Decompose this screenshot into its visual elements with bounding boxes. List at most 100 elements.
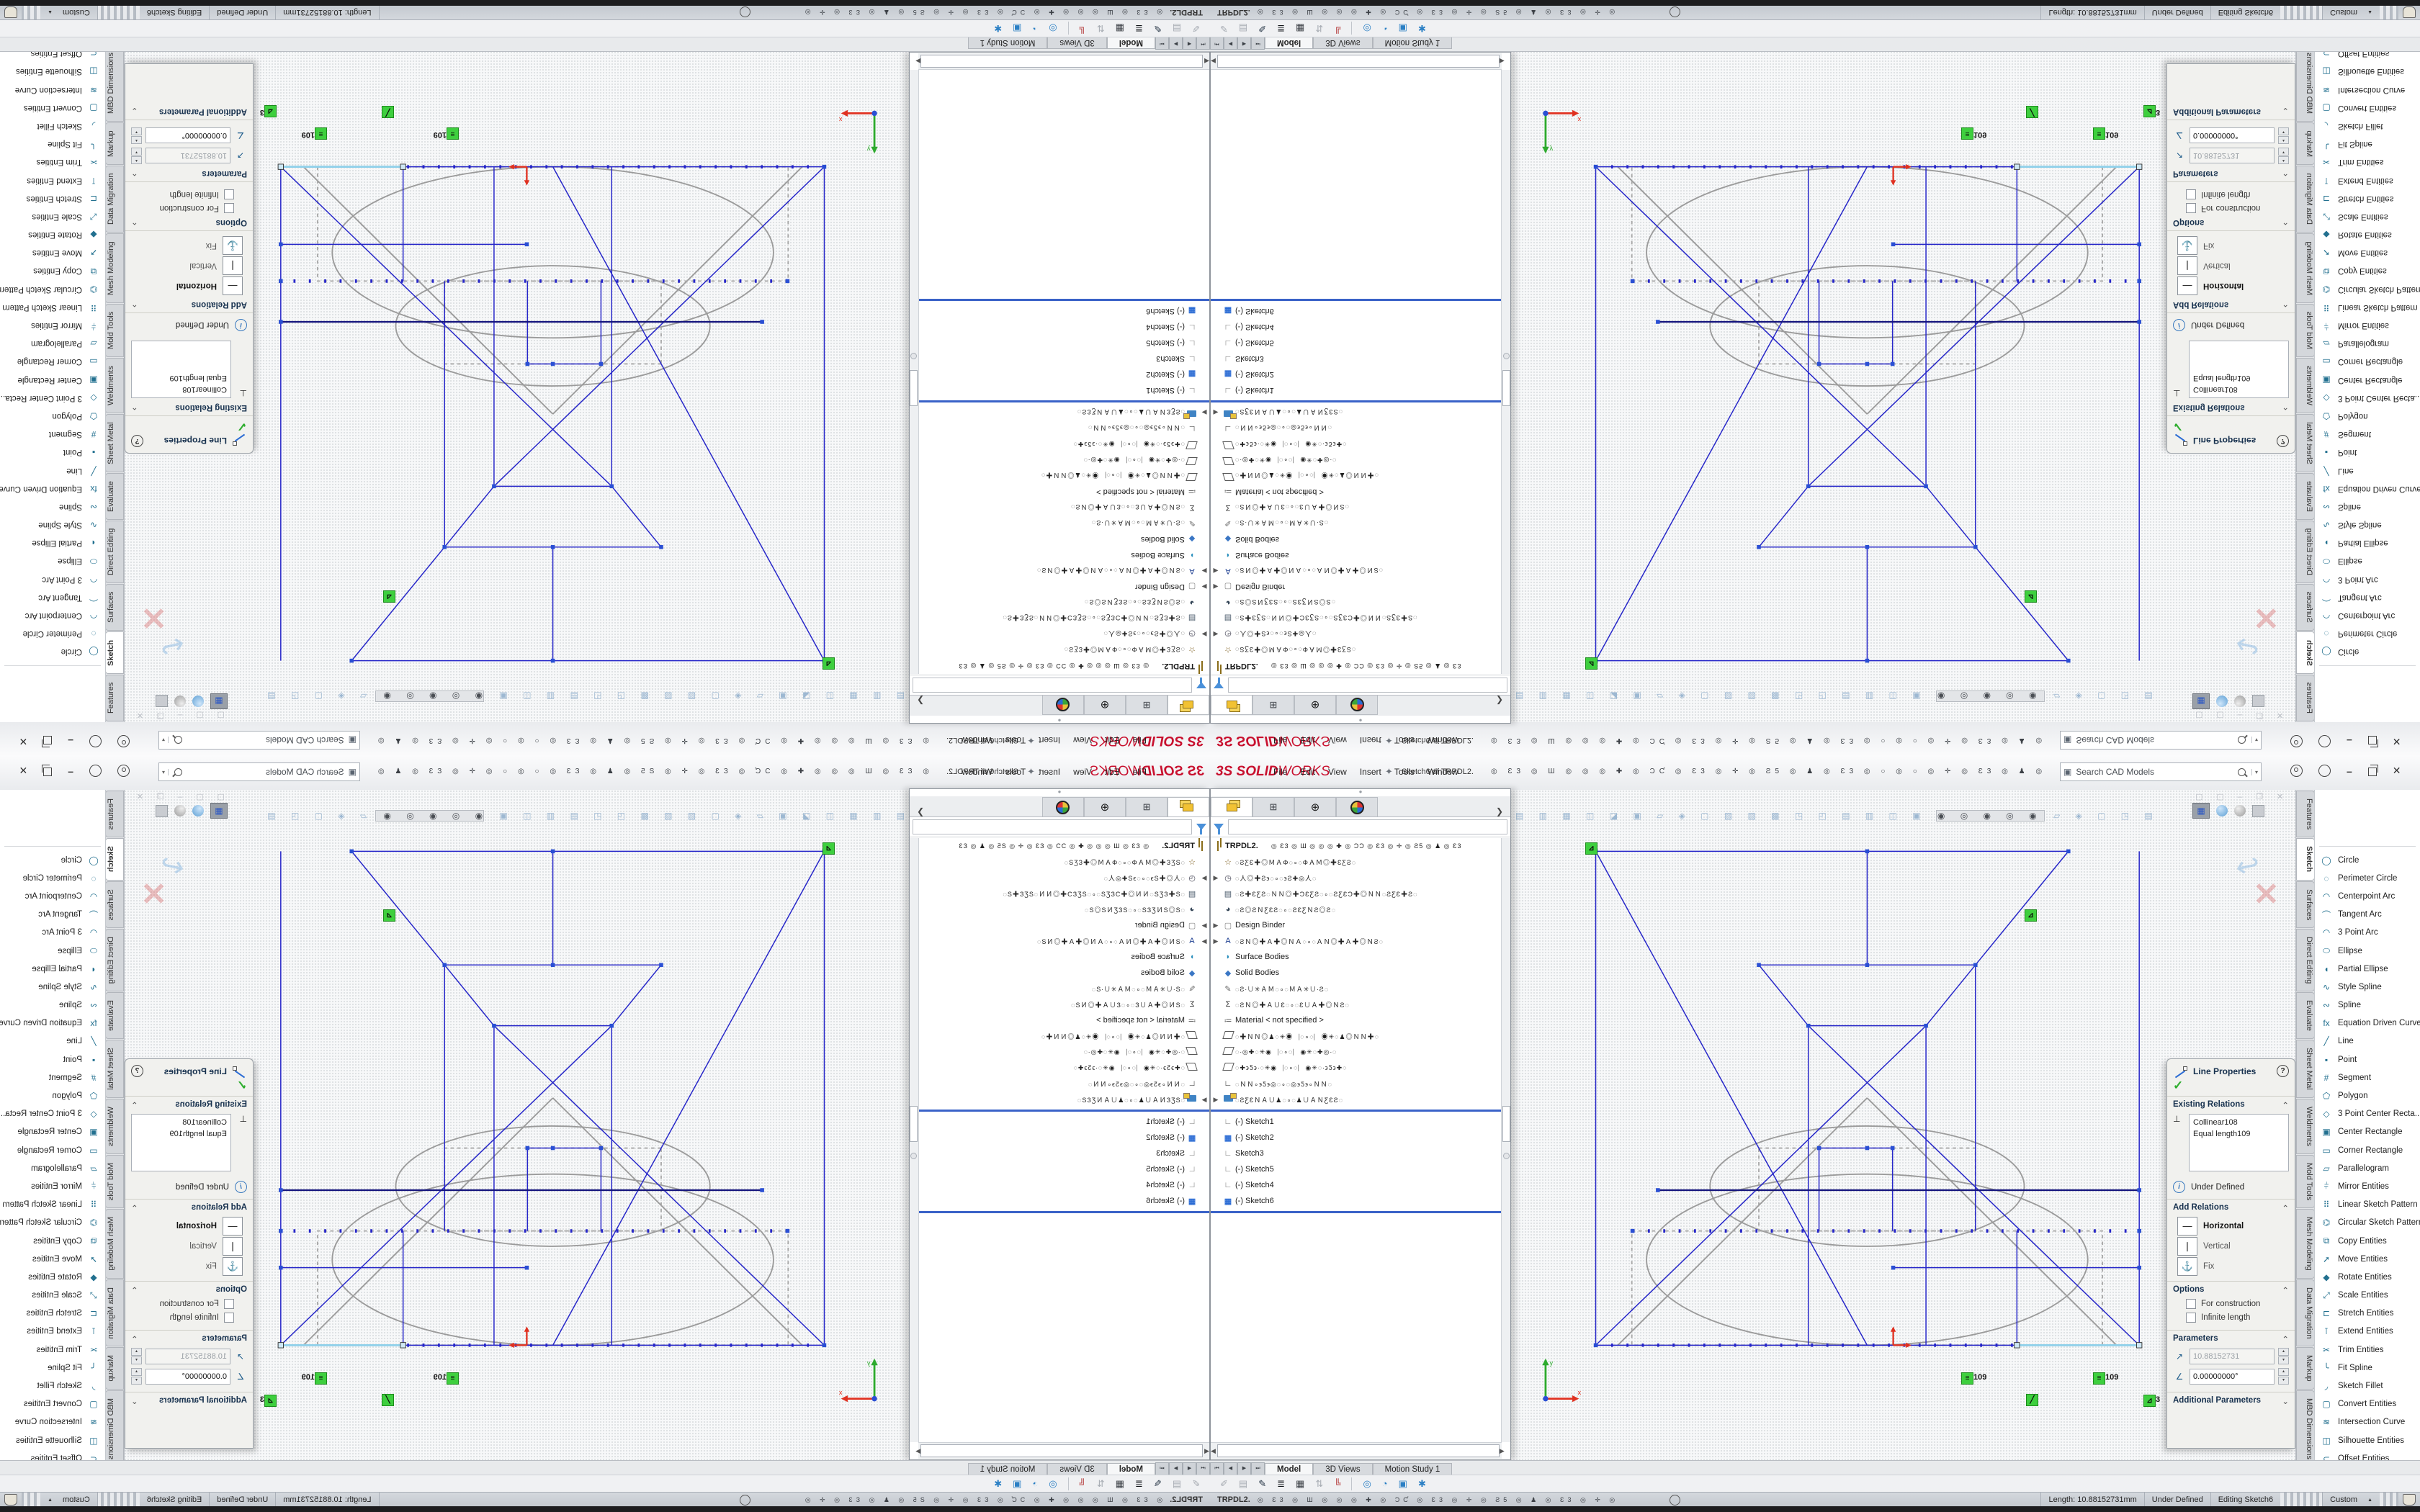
tool-item-tangent-arc[interactable]: ⌒ Tangent Arc [2315, 588, 2420, 606]
tree-row[interactable]: ◌✚϶Ƽ϶∙◌✳◉⎹◌∘◌⎸◉✳◌∙϶Ƽ϶✚◌ [918, 1060, 1209, 1076]
exit-sketch-button[interactable]: ▦ [210, 693, 228, 709]
account-icon[interactable] [2290, 735, 2303, 747]
motion-tool-icon[interactable]: ╚ [1079, 23, 1086, 34]
cmd-tab-mbd-dimensions[interactable]: MBD Dimensions [2296, 45, 2315, 122]
tree-row[interactable]: ◕ ◌Ƨ◎ƧＮƸƐƧ◌∘◌ƧƐƸＮƧ◎Ƨ◌ [1211, 595, 1502, 611]
spinner[interactable]: ▴ ▾ [131, 148, 142, 164]
spin-down-icon[interactable]: ▾ [2278, 1356, 2289, 1364]
scrollbar-thumb[interactable] [920, 1444, 1204, 1457]
section-title[interactable]: Parameters ⌃ [131, 1334, 247, 1344]
tool-item-convert-entities[interactable]: ▢ Convert Entities [0, 99, 105, 117]
spin-up-icon[interactable]: ▴ [131, 1368, 142, 1376]
tool-item-3-point-center-recta-[interactable]: ◇ 3 Point Center Recta... [2315, 1105, 2420, 1123]
doc-tab-model[interactable]: Model [1265, 37, 1314, 49]
cmd-tab-mesh-modeling[interactable]: Mesh Modeling [2296, 1209, 2315, 1279]
cmd-tab-direct-editing[interactable]: Direct Editing [2296, 520, 2315, 584]
section-title[interactable]: Add Relations ⌃ [2173, 299, 2289, 309]
cmd-tab-evaluate[interactable]: Evaluate [2296, 992, 2315, 1040]
relation-button-vertical[interactable]: ❘ Vertical [131, 1237, 243, 1256]
window-grip[interactable]: ● [1358, 717, 1363, 724]
tree-row[interactable]: ▶ A ◌ƧＮ◎✚Ａ✚◎ＮＡ◌∘◌ＡＮ◎✚Ａ✚◎ＮƧ◌ [1211, 933, 1502, 949]
tree-row[interactable]: Σ ◌ƧＮ◎✚Ａ∪Ɛ◌∘◌Ɛ∪Ａ✚◎ＮƧ◌ [1211, 500, 1502, 516]
tab-nav-button[interactable]: ▶ [1237, 1462, 1251, 1475]
expand-arrow-icon[interactable]: ▶ [1213, 631, 1219, 639]
document-window-controls[interactable]: ▢ ▢ – ❐ ✕ [2195, 711, 2290, 719]
section-title[interactable]: Options ⌃ [2173, 217, 2289, 227]
cmd-tab-mbd-dimensions[interactable]: MBD Dimensions [105, 1390, 124, 1467]
relation-badge[interactable]: ╱ [2026, 106, 2038, 118]
tree-row[interactable]: ∟ (-) Sketch5 [918, 1161, 1209, 1177]
tool-item-polygon[interactable]: ⬠ Polygon [0, 407, 105, 425]
tool-item-scale-entities[interactable]: ⤢ Scale Entities [2315, 207, 2420, 225]
tree-vertical-scrollbar[interactable] [910, 70, 919, 674]
toolbar-eye-icons[interactable]: ◉ ◎ ◉ ◎ ◉ [1935, 690, 2045, 702]
section-title[interactable]: Add Relations ⌃ [131, 299, 247, 309]
tree-row[interactable]: ∟ Sketch3 [1211, 1146, 1502, 1161]
relation-badge[interactable]: ≡ [2093, 127, 2105, 140]
tool-item-copy-entities[interactable]: ⧉ Copy Entities [2315, 1232, 2420, 1250]
checkbox-infinite-length[interactable]: Infinite length [131, 1313, 234, 1323]
tool-item-center-rectangle[interactable]: ▣ Center Rectangle [2315, 1123, 2420, 1141]
search-icon[interactable] [2237, 768, 2246, 776]
tool-item-segment[interactable]: # Segment [2315, 1068, 2420, 1086]
tree-row[interactable]: ≔ Material < not specified > [918, 1012, 1209, 1028]
menu-item-insert[interactable]: Insert [1359, 767, 1381, 777]
tree-row[interactable]: ∟ Sketch3 [1211, 351, 1502, 366]
search-input[interactable]: ▣ Search CAD Models ▾ [158, 762, 360, 781]
section-title[interactable]: Existing Relations ⌃ [2173, 402, 2289, 412]
feature-tree-window[interactable]: ● ⊞ ⊕ ❯ TRPDL2. ◎ Ɛ3 ◎ Ш ◎ ◎ ◎ ✚ ◎ ƆƆ ◎ Ɛ3 ◎ … [1210, 788, 1511, 1460]
titlebar-icon-row[interactable]: ◎ Ɛ3 ◎ Ш ◎ ◎ ◎ ✚ ◎ ƆƇ ◎ Ɛ3 ◎ ✛ ◎ Ƨ5 ◎ ♟ … [1491, 768, 2045, 775]
tool-item-corner-rectangle[interactable]: ▭ Corner Rectangle [0, 1141, 105, 1159]
doc-tab-motion-study-1[interactable]: Motion Study 1 [1372, 1463, 1453, 1475]
motion-tool-icon[interactable]: ≣ [1277, 23, 1286, 35]
tabs-overflow-icon[interactable]: ❯ [1495, 806, 1503, 816]
menu-item-tools[interactable]: Tools [1394, 767, 1415, 777]
horizontal-icon[interactable]: — [223, 1217, 243, 1236]
horizontal-icon[interactable]: — [2177, 276, 2197, 295]
cmd-tab-features[interactable]: Features [105, 674, 124, 721]
feature-tree-window[interactable]: ● ⊞ ⊕ ❯ TRPDL2. ◎ Ɛ3 ◎ Ш ◎ ◎ ◎ ✚ ◎ ƆƆ ◎ Ɛ3 ◎ … [1210, 52, 1511, 724]
expand-arrow-icon[interactable]: ▶ [1201, 567, 1207, 575]
tool-item-point[interactable]: ▪ Point [0, 1050, 105, 1068]
expand-arrow-icon[interactable]: ▶ [1201, 631, 1207, 639]
vertical-icon[interactable]: ❘ [2177, 1237, 2197, 1256]
cmd-tab-sketch[interactable]: Sketch [105, 838, 124, 881]
checkbox-icon[interactable] [2186, 1299, 2196, 1309]
tree-row[interactable]: ▤ ◌Ƨ✚ƐƸƧ◌ＮＮ◎✚ƆƐƸƧ◌∘◌ƧƸƐƆ✚◎ＮＮ◌ƧƸƐ✚Ƨ◌ [1211, 886, 1502, 901]
tool-item-partial-ellipse[interactable]: ◖ Partial Ellipse [2315, 960, 2420, 978]
tree-row[interactable]: ◌✚ＮＮ◎♟◌✳◉⎹◌∘◌⎸◉✳◌♟◎ＮＮ✚◌ [1211, 468, 1502, 484]
motion-tool-icon[interactable]: ▤ [1172, 1477, 1182, 1489]
tool-item-point[interactable]: ▪ Point [2315, 444, 2420, 462]
window-grip[interactable]: ● [1057, 788, 1062, 795]
menu-item-file[interactable]: File [1132, 735, 1147, 745]
tree-row[interactable]: ▶ ◷ ◌人◎✚Ƨ϶◌∘◌϶Ƨ✚◎人◌ [918, 870, 1209, 886]
scrollbar-thumb[interactable] [910, 1106, 918, 1142]
tool-item-linear-sketch-pattern[interactable]: ⠿ Linear Sketch Pattern [0, 298, 105, 316]
spin-up-icon[interactable]: ▴ [2278, 136, 2289, 144]
relation-button-vertical[interactable]: ❘ Vertical [131, 256, 243, 275]
restore-button[interactable] [2367, 736, 2377, 745]
tool-item-3-point-arc[interactable]: ◠ 3 Point Arc [2315, 924, 2420, 942]
spinner[interactable]: ▴ ▾ [2278, 1348, 2289, 1364]
graphics-toolbar[interactable]: ▤ ▥ ▦ ◫ ◪ ▣ ▱ ◈ ▢ ▧ ▨ ▩ ◳ ◰ ▤ ▥ ◫ ▣ ◉ ◎ … [1515, 690, 2159, 702]
doc-tab-motion-study-1[interactable]: Motion Study 1 [967, 37, 1048, 49]
scroll-right-icon[interactable]: ▶ [915, 1446, 921, 1454]
tree-row[interactable]: ▦ (-) Sketch6 [918, 303, 1209, 319]
section-title[interactable]: Parameters ⌃ [2173, 1334, 2289, 1344]
collapse-icon[interactable]: ⌃ [131, 168, 138, 176]
tool-item-fit-spline[interactable]: ╰ Fit Spline [2315, 1359, 2420, 1377]
relation-badge[interactable]: ≡ [447, 127, 459, 140]
menu-item-view[interactable]: View [1073, 735, 1092, 745]
close-button[interactable]: ✕ [19, 736, 28, 747]
tree-row[interactable]: ◗ Surface Bodies [1211, 949, 1502, 965]
help-icon[interactable] [2318, 735, 2331, 747]
tree-row[interactable]: ◕ ◌Ƨ◎ƧＮƸƐƧ◌∘◌ƧƐƸＮƧ◎Ƨ◌ [1211, 901, 1502, 917]
relation-item[interactable]: Collinear108 [182, 1118, 227, 1127]
tree-row[interactable]: ∟ (-) Sketch1 [918, 1114, 1209, 1130]
tool-item-segment[interactable]: # Segment [0, 1068, 105, 1086]
spin-down-icon[interactable]: ▾ [2278, 148, 2289, 156]
doc-tab-3d-views[interactable]: 3D Views [1047, 1463, 1107, 1475]
tool-item-silhouette-entities[interactable]: ◫ Silhouette Entities [0, 1431, 105, 1449]
cmd-tab-features[interactable]: Features [2296, 791, 2315, 838]
tree-row[interactable]: ◌∙◎✚◌✳◉⎹◌∘◌⎸◉✳◌✚◎∙◌ [918, 1044, 1209, 1060]
